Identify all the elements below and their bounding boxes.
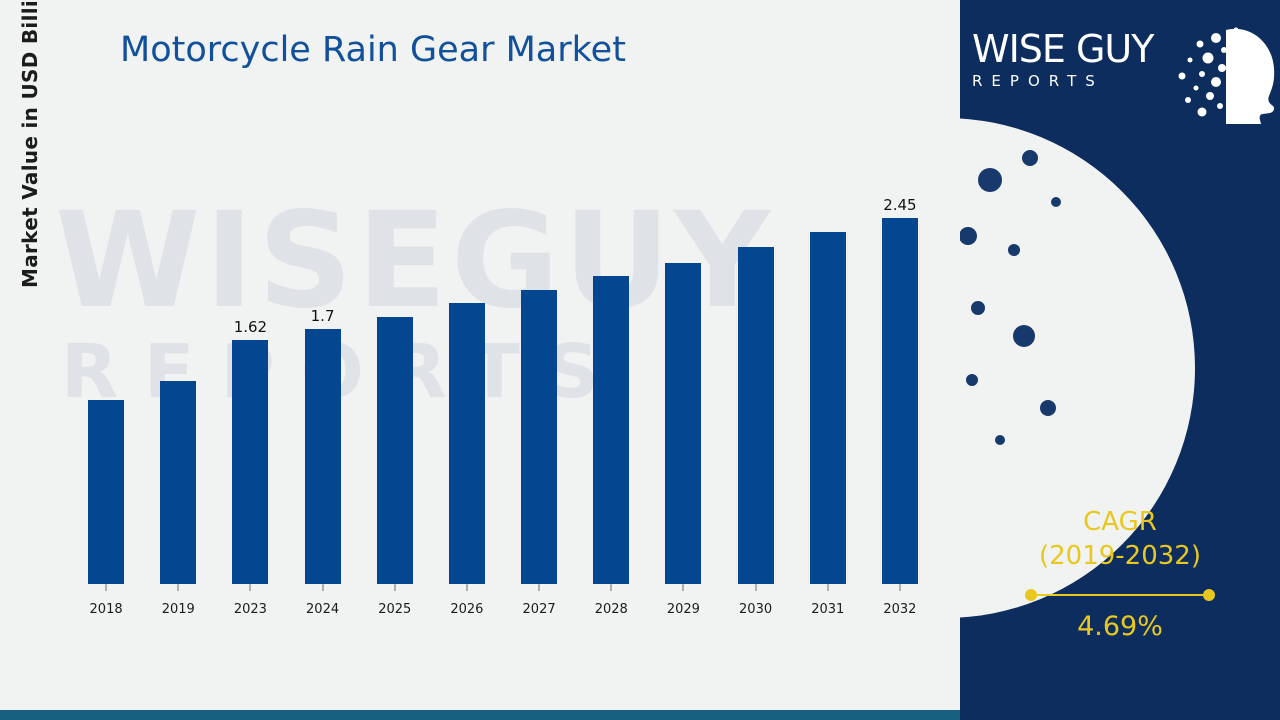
bar-group: 1.62 2023 (214, 318, 286, 617)
bar-value-label-2024: 1.7 (310, 307, 335, 325)
bottom-accent-strip (0, 710, 960, 720)
bar-chart-plot: 2018 2019 1.62 2023 1.7 2024 2025 2026 2027 2028 2… (70, 180, 936, 617)
bar-2018[interactable] (88, 400, 125, 584)
cagr-value: 4.69% (1077, 611, 1163, 642)
cagr-period: (2019-2032) (1038, 541, 1201, 571)
bar-2027[interactable] (521, 290, 558, 584)
bar-group: 2026 (431, 303, 503, 617)
x-axis-tick (682, 584, 684, 591)
cagr-title: CAGR (1083, 507, 1157, 537)
cagr-block: CAGR (2019-2032) 4.69% (960, 505, 1280, 642)
bar-value-label-2032: 2.45 (883, 196, 917, 214)
bar-2032[interactable] (881, 218, 918, 584)
y-axis-label: Market Value in USD Billion (18, 0, 42, 288)
brand-panel: WISE GUY REPORTS CAGR (2019-2032) (960, 0, 1280, 720)
bar-group: 2018 (70, 400, 142, 617)
x-axis-tick (538, 584, 540, 591)
x-axis-label-2023: 2023 (233, 602, 267, 617)
bar-group: 2031 (792, 232, 864, 617)
x-axis-tick (105, 584, 107, 591)
bar-group: 2030 (720, 247, 792, 617)
bar-2026[interactable] (448, 303, 485, 584)
wiseguy-logo: WISE GUY REPORTS (972, 27, 1275, 125)
bar-group: 2028 (575, 276, 647, 617)
x-axis-label-2024: 2024 (306, 602, 340, 617)
cagr-divider-knob-right (1203, 589, 1215, 601)
bar-value-label-2023: 1.62 (233, 318, 268, 336)
x-axis-tick (899, 584, 901, 591)
bar-2025[interactable] (376, 317, 413, 584)
x-axis-tick (827, 584, 829, 591)
bar-2031[interactable] (809, 232, 846, 584)
logo-head-dots-icon (1178, 27, 1275, 125)
x-axis-label-2029: 2029 (666, 602, 700, 617)
x-axis-tick (394, 584, 396, 591)
bar-group: 2.45 2032 (864, 196, 936, 617)
x-axis-label-2032: 2032 (883, 602, 917, 617)
bar-group: 2029 (647, 263, 719, 617)
chart-panel: WISEGUY REPORTS Motorcycle Rain Gear Mar… (0, 0, 960, 720)
x-axis-label-2031: 2031 (811, 602, 845, 617)
bar-2019[interactable] (160, 381, 197, 584)
x-axis-label-2025: 2025 (378, 602, 412, 617)
scatter-dots-decoration (960, 150, 1061, 445)
bar-group: 1.7 2024 (287, 307, 359, 617)
bar-2030[interactable] (737, 247, 774, 584)
cagr-divider (1025, 589, 1215, 601)
bar-2028[interactable] (593, 276, 630, 584)
x-axis-tick (755, 584, 757, 591)
x-axis-label-2026: 2026 (450, 602, 484, 617)
x-axis-tick (322, 584, 324, 591)
x-axis-label-2027: 2027 (522, 602, 556, 617)
x-axis-label-2028: 2028 (594, 602, 628, 617)
x-axis-tick (466, 584, 468, 591)
logo-wordmark: WISE GUY (972, 27, 1154, 71)
bar-2024[interactable] (304, 329, 341, 584)
bar-group: 2025 (359, 317, 431, 617)
x-axis-tick (610, 584, 612, 591)
x-axis-tick (177, 584, 179, 591)
x-axis-label-2030: 2030 (739, 602, 773, 617)
x-axis-tick (249, 584, 251, 591)
x-axis-label-2018: 2018 (89, 602, 123, 617)
bar-group: 2027 (503, 290, 575, 617)
cagr-divider-line (1031, 594, 1209, 596)
bar-2023[interactable] (232, 340, 269, 584)
x-axis-label-2019: 2019 (161, 602, 195, 617)
page-title: Motorcycle Rain Gear Market (120, 30, 626, 70)
bar-2029[interactable] (665, 263, 702, 584)
logo-subtitle: REPORTS (972, 72, 1104, 90)
bar-group: 2019 (142, 381, 214, 617)
